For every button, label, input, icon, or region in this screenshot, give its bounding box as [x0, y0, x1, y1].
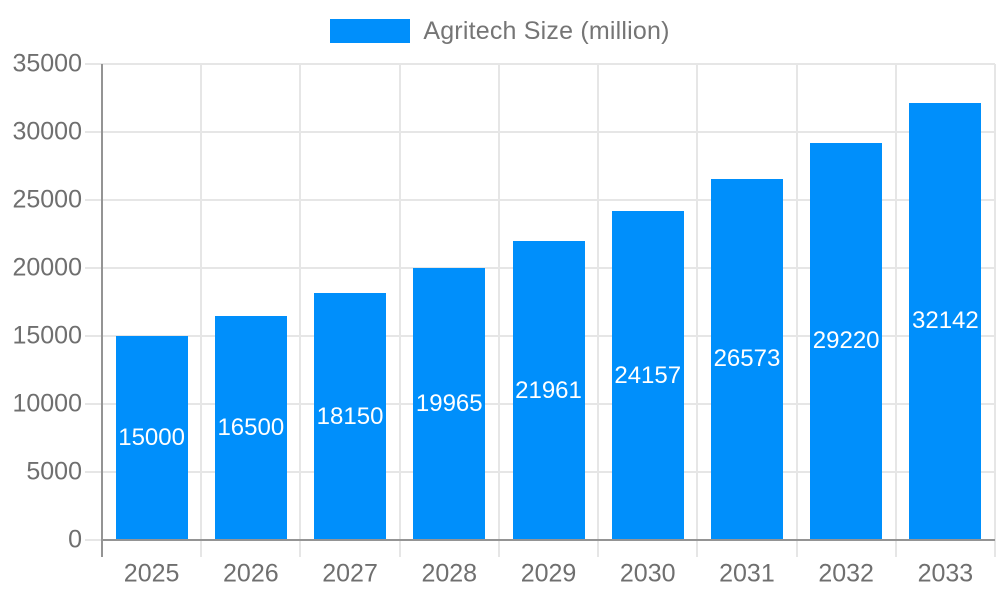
- y-axis-tick-label: 15000: [12, 321, 82, 350]
- y-axis-line: [101, 64, 103, 557]
- bar-value-label: 32142: [912, 307, 979, 335]
- y-axis-tick-label: 30000: [12, 117, 82, 146]
- bar[interactable]: 24157: [611, 211, 684, 540]
- x-axis-tick-label: 2030: [619, 559, 676, 588]
- x-gridline: [398, 64, 401, 557]
- x-axis-tick-label: 2033: [917, 559, 974, 588]
- bar-value-label: 21961: [515, 376, 582, 404]
- legend-label: Agritech Size (million): [423, 16, 670, 45]
- bar[interactable]: 32142: [909, 102, 982, 540]
- x-axis-tick-label: 2025: [123, 559, 180, 588]
- bar-value-label: 24157: [614, 361, 682, 389]
- x-axis-tick-label: 2032: [818, 559, 874, 588]
- y-axis-tick-label: 0: [68, 525, 82, 554]
- x-gridline: [597, 64, 600, 557]
- x-axis-tick-label: 2028: [421, 559, 478, 588]
- bar-value-label: 26573: [713, 345, 781, 373]
- y-axis-tick-label: 25000: [12, 185, 82, 214]
- x-axis-tick-label: 2031: [719, 559, 775, 588]
- y-gridline: [85, 63, 995, 65]
- legend-swatch-icon: [330, 19, 411, 43]
- bar-value-label: 15000: [118, 424, 185, 451]
- x-gridline: [696, 64, 699, 557]
- bar[interactable]: 21961: [512, 241, 585, 540]
- y-gridline: [85, 131, 995, 133]
- y-gridline: [85, 199, 995, 201]
- x-axis-line: [101, 539, 995, 541]
- x-gridline: [795, 64, 798, 557]
- y-axis-tick-label: 5000: [26, 457, 82, 486]
- bar[interactable]: 19965: [413, 268, 486, 540]
- y-axis-tick-label: 20000: [12, 253, 82, 282]
- x-axis-tick-label: 2027: [322, 559, 378, 588]
- x-axis-tick-label: 2029: [520, 559, 577, 588]
- bar[interactable]: 15000: [115, 336, 188, 540]
- bar-value-label: 29220: [812, 327, 880, 355]
- x-gridline: [299, 64, 302, 557]
- x-gridline: [200, 64, 203, 557]
- bar[interactable]: 26573: [710, 178, 783, 540]
- bar[interactable]: 16500: [214, 315, 287, 540]
- x-axis-tick-label: 2026: [223, 559, 279, 588]
- x-gridline: [497, 64, 500, 557]
- x-gridline: [994, 64, 996, 557]
- bar-value-label: 16500: [217, 413, 285, 441]
- chart-legend[interactable]: Agritech Size (million): [0, 12, 1000, 50]
- x-gridline: [894, 64, 897, 557]
- bar[interactable]: 29220: [810, 142, 883, 540]
- y-axis-tick-label: 10000: [12, 389, 82, 418]
- bar[interactable]: 18150: [314, 293, 387, 540]
- bar-value-label: 19965: [415, 390, 483, 418]
- y-axis-tick-label: 35000: [12, 49, 82, 78]
- bar-value-label: 18150: [316, 402, 384, 430]
